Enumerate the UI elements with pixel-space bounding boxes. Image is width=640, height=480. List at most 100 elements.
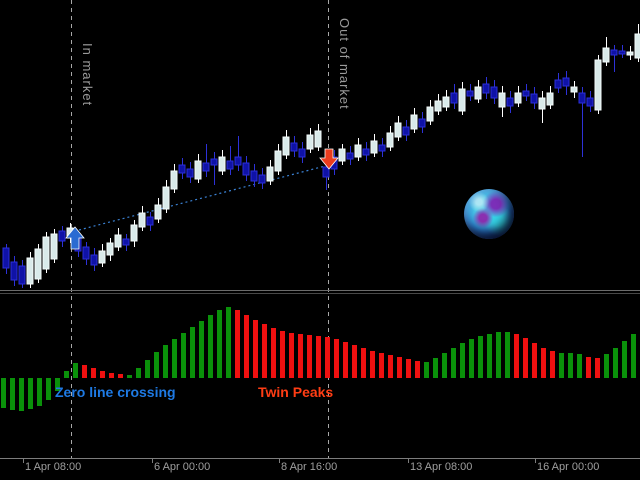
candle-down [242,162,250,176]
candle-up [442,96,450,108]
candle-up [386,132,394,148]
time-axis-label: 13 Apr 08:00 [410,461,473,473]
oscillator-bar-green [127,375,132,378]
oscillator-bar-red [370,351,375,378]
candle-down [610,49,618,56]
candle-up [514,92,522,104]
candle-up [426,106,434,122]
oscillator-bar-red [550,351,555,378]
oscillator-bar-green [136,368,141,378]
candle-down [202,162,210,172]
candle-up [370,140,378,154]
oscillator-bar-red [343,342,348,378]
candle-down [58,230,66,242]
candle-down [522,90,530,97]
oscillator-bar-red [334,339,339,378]
trendline[interactable] [78,164,330,231]
candle-up [106,242,114,256]
oscillator-bar-red [361,348,366,378]
candle-down [226,160,234,170]
time-axis-label: 16 Apr 00:00 [537,461,600,473]
candle-up [410,114,418,130]
candle-up [354,144,362,158]
oscillator-bar-green [73,363,78,378]
globe-watermark-icon [464,189,514,239]
oscillator-bar-red [532,343,537,378]
candle-up [338,148,346,162]
oscillator-bar-red [118,374,123,378]
twin-peaks-label[interactable]: Twin Peaks [258,384,334,400]
candle-up [218,156,226,172]
candle-down [554,79,562,89]
candle-down [530,93,538,104]
oscillator-bar-red [289,333,294,378]
oscillator-bar-green [226,307,231,378]
oscillator-bar-green [46,378,51,400]
oscillator-bar-red [406,359,411,378]
candle-up [458,88,466,112]
candle-up [498,92,506,108]
zero-line-crossing-label[interactable]: Zero line crossing [55,384,176,400]
in-market-label: In market [80,43,95,107]
time-axis-label: 8 Apr 16:00 [281,461,338,473]
oscillator-bar-green [208,315,213,378]
oscillator-bar-green [613,348,618,378]
oscillator-bar-green [487,334,492,378]
candle-up [26,257,34,285]
candle-down [322,166,330,178]
candle-down [146,216,154,226]
candle-down [466,90,474,97]
oscillator-bar-green [37,378,42,406]
candle-up [194,160,202,180]
candle-down [10,261,18,281]
oscillator-bar-green [64,371,69,378]
candle-down [506,97,514,107]
oscillator-bar-green [577,354,582,378]
candle-down [402,126,410,136]
oscillator-bar-red [316,336,321,378]
candle-up [602,47,610,63]
oscillator-bar-green [433,358,438,378]
candle-down [378,144,386,152]
oscillator-bar-red [253,320,258,378]
buy-arrow-icon[interactable] [65,226,85,250]
oscillator-bar-green [424,362,429,378]
oscillator-bar-red [280,331,285,378]
oscillator-bar-green [10,378,15,410]
oscillator-bar-green [496,332,501,378]
oscillator-bar-red [235,310,240,378]
candle-up [538,97,546,110]
candle-up [474,86,482,100]
candle-down [450,92,458,104]
oscillator-bar-red [262,324,267,378]
candle-down [258,174,266,184]
oscillator-bar-red [298,334,303,378]
oscillator-bar-red [541,348,546,378]
candle-down [578,92,586,104]
sell-arrow-icon[interactable] [319,148,339,170]
candlestick-series [2,24,640,288]
oscillator-bar-green [568,353,573,378]
candle-up [394,122,402,138]
oscillator-bar-green [478,336,483,378]
candle-down [482,83,490,94]
candle-up [274,150,282,172]
oscillator-bar-red [586,357,591,378]
oscillator-bar-green [505,332,510,378]
candle-down [362,148,370,156]
candle-down [346,152,354,160]
out-of-market-label: Out of market [337,18,352,110]
candle-up [162,186,170,210]
oscillator-bar-red [271,328,276,378]
oscillator-bar-green [199,321,204,378]
candle-down [250,170,258,182]
candle-up [138,212,146,228]
oscillator-bar-green [190,327,195,378]
candle-up [570,86,578,93]
candle-down [82,246,90,260]
candle-up [42,236,50,270]
oscillator-bar-red [91,368,96,378]
oscillator-histogram [1,307,636,411]
